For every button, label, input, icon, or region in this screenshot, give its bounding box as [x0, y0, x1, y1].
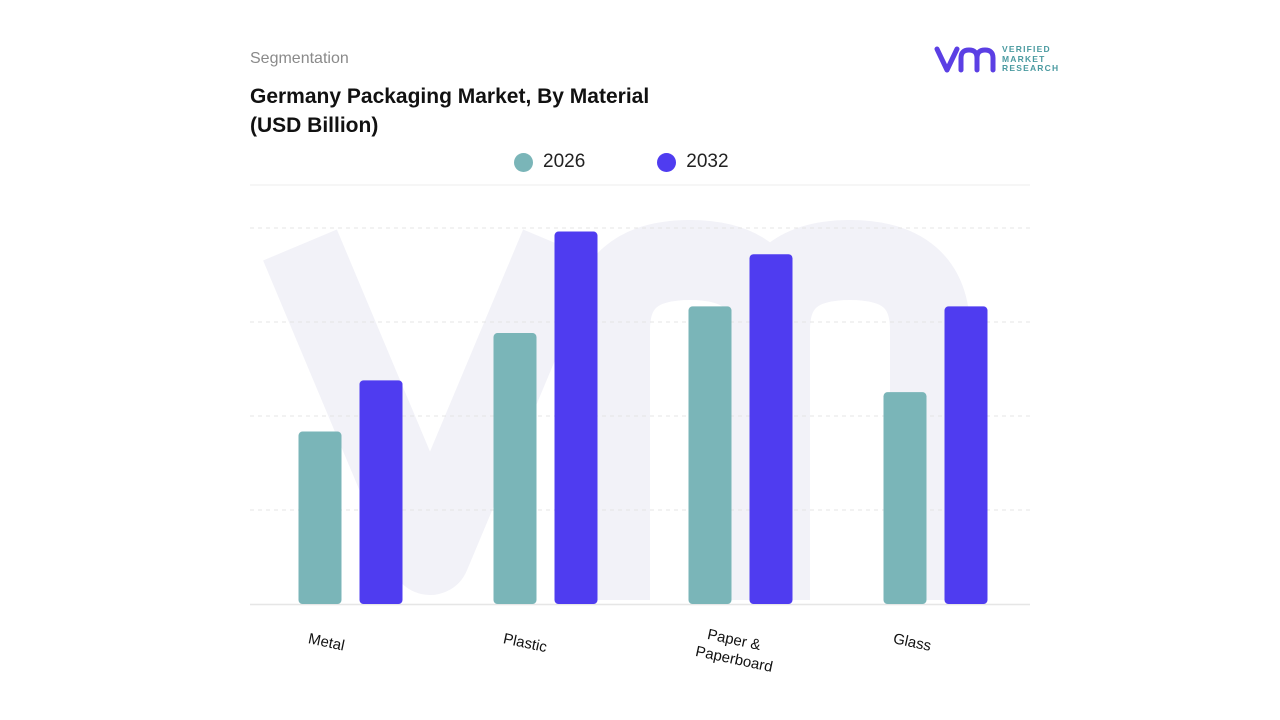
chart-title-line-2: (USD Billion)	[250, 114, 379, 137]
x-label-glass: Glass	[892, 630, 933, 655]
legend-label-2032: 2032	[686, 151, 729, 172]
vmr-logo-icon	[934, 46, 996, 73]
bar-plastic-2026	[493, 333, 537, 604]
bar-glass-2026	[883, 392, 927, 604]
bar-plastic-2032	[554, 231, 598, 604]
bar-paper-paperboard-2032	[749, 254, 793, 604]
logo-line-verified: VERIFIED	[1002, 44, 1051, 54]
bar-glass-2032	[944, 306, 988, 604]
legend-item-2032: 2032	[657, 151, 729, 173]
x-label-paper-paperboard: Paper &Paperboard	[694, 624, 778, 676]
logo-line-market: MARKET	[1002, 53, 1046, 64]
legend-swatch-2026	[514, 152, 533, 172]
legend-item-2026: 2026	[514, 151, 585, 173]
x-label-metal: Metal	[307, 630, 346, 654]
bar-metal-2026	[298, 431, 342, 604]
company-logo: VERIFIED MARKET RESEARCH	[934, 42, 1064, 78]
bar-metal-2032	[359, 380, 403, 604]
bar-paper-paperboard-2026	[688, 306, 732, 604]
legend-label-2026: 2026	[543, 151, 586, 172]
logo-text: VERIFIED MARKET RESEARCH	[1002, 44, 1060, 74]
legend-swatch-2032	[657, 152, 677, 172]
bar-group	[298, 231, 988, 604]
x-label-plastic: Plastic	[502, 630, 549, 656]
chart-title-line-1: Germany Packaging Market, By Material	[250, 85, 650, 108]
logo-line-research: RESEARCH	[1002, 63, 1060, 73]
x-axis-labels: Metal Plastic Paper &Paperboard Glass	[307, 624, 933, 676]
segmentation-label: Segmentation	[250, 50, 349, 67]
chart-legend: 2026 2032	[514, 150, 729, 174]
chart-title: Germany Packaging Market, By Material (U…	[250, 82, 710, 140]
